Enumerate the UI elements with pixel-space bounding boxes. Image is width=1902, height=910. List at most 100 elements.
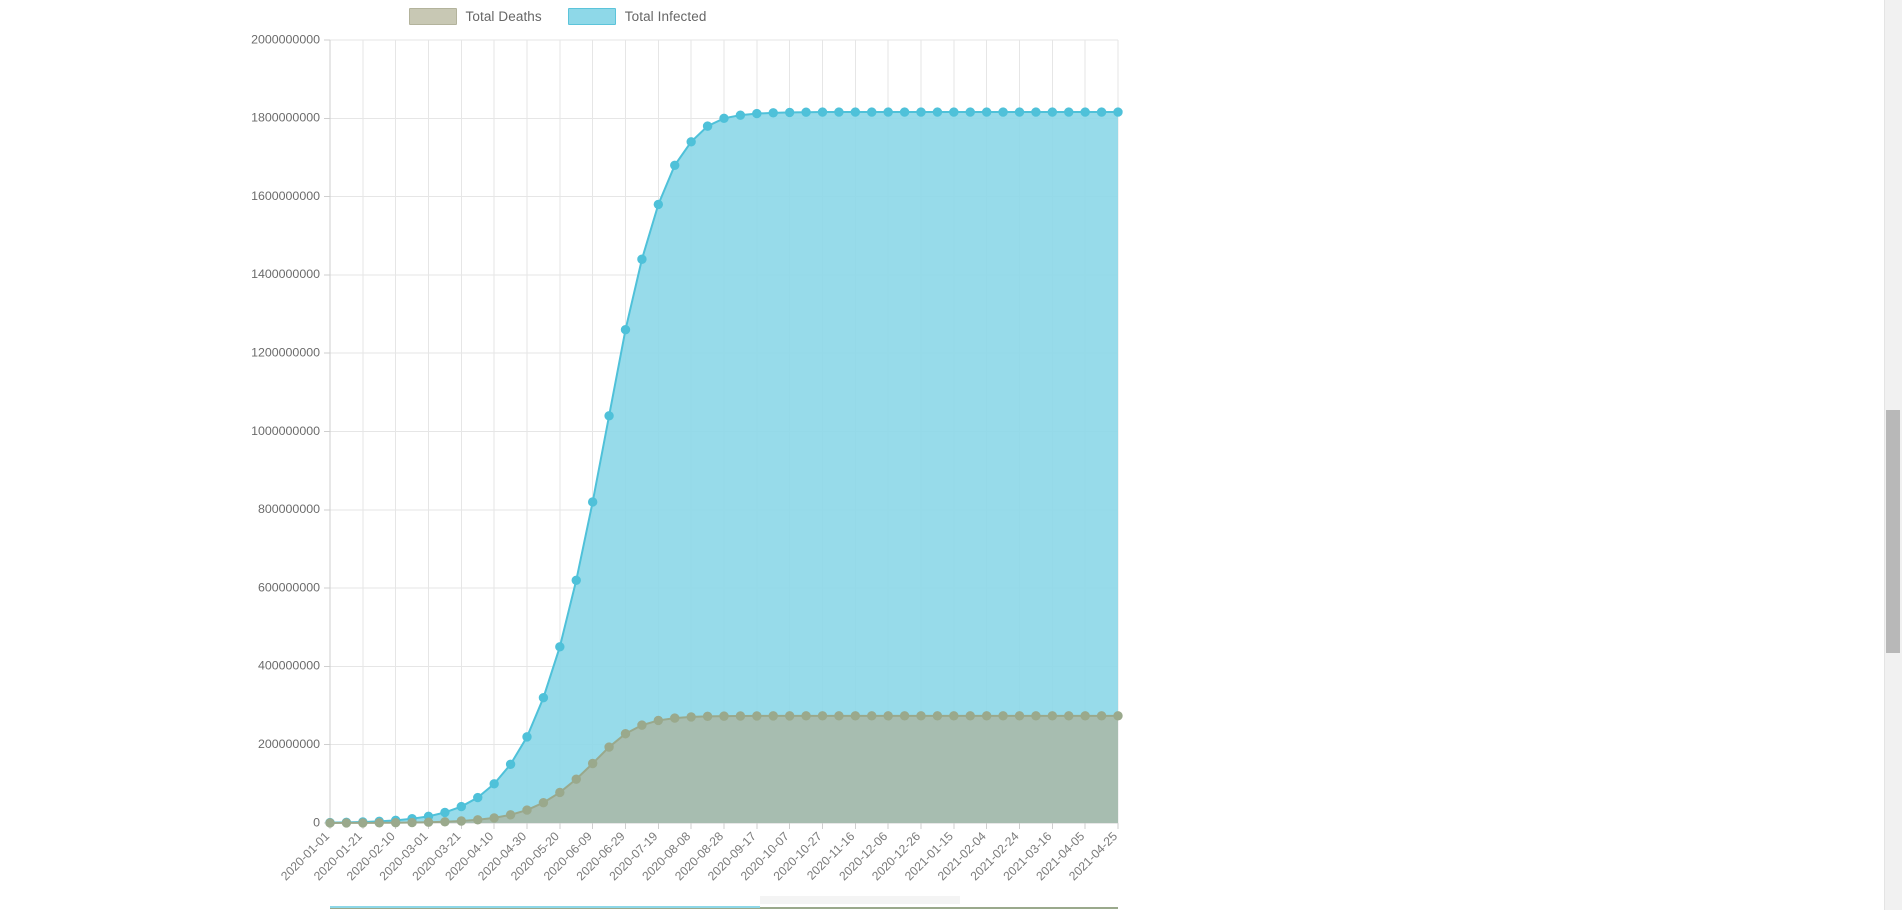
data-point-total-infected[interactable] <box>784 107 795 118</box>
area-chart-svg[interactable]: 2000000000180000000016000000001400000000… <box>0 0 1180 910</box>
data-point-total-infected[interactable] <box>571 575 581 585</box>
data-point-total-deaths[interactable] <box>489 813 499 823</box>
data-point-total-deaths[interactable] <box>998 711 1008 721</box>
data-point-total-infected[interactable] <box>817 107 828 117</box>
data-point-total-infected[interactable] <box>883 107 893 117</box>
data-point-total-infected[interactable] <box>768 108 778 118</box>
data-point-total-infected[interactable] <box>735 110 746 120</box>
data-point-total-deaths[interactable] <box>899 711 910 721</box>
data-point-total-infected[interactable] <box>867 107 877 117</box>
data-point-total-infected[interactable] <box>850 107 861 117</box>
data-point-total-deaths[interactable] <box>604 742 614 752</box>
data-point-total-infected[interactable] <box>916 107 926 117</box>
data-point-total-deaths[interactable] <box>456 816 467 826</box>
data-point-total-deaths[interactable] <box>801 711 811 721</box>
y-axis-tick-label: 200000000 <box>258 737 320 751</box>
data-point-total-deaths[interactable] <box>587 758 598 769</box>
data-point-total-infected[interactable] <box>653 199 664 210</box>
data-point-total-deaths[interactable] <box>1080 711 1090 721</box>
data-point-total-deaths[interactable] <box>670 713 680 723</box>
data-point-total-infected[interactable] <box>1113 107 1123 117</box>
data-point-total-infected[interactable] <box>1047 107 1058 117</box>
data-point-total-deaths[interactable] <box>571 774 581 784</box>
data-point-total-infected[interactable] <box>505 759 516 769</box>
data-point-total-deaths[interactable] <box>423 817 434 827</box>
data-point-total-infected[interactable] <box>899 107 910 117</box>
data-point-total-deaths[interactable] <box>949 711 959 721</box>
y-axis-tick-label: 1400000000 <box>251 267 320 281</box>
data-point-total-deaths[interactable] <box>686 712 696 722</box>
data-point-total-infected[interactable] <box>1096 107 1107 117</box>
data-point-total-deaths[interactable] <box>702 711 713 722</box>
data-point-total-deaths[interactable] <box>341 818 352 828</box>
data-point-total-infected[interactable] <box>440 807 450 818</box>
data-point-total-infected[interactable] <box>670 160 680 170</box>
data-point-total-deaths[interactable] <box>637 720 647 730</box>
data-point-total-deaths[interactable] <box>834 711 844 721</box>
data-point-total-deaths[interactable] <box>1113 711 1123 721</box>
data-point-total-infected[interactable] <box>587 497 598 507</box>
data-point-total-infected[interactable] <box>686 137 696 147</box>
data-point-total-infected[interactable] <box>834 107 844 117</box>
data-point-total-deaths[interactable] <box>735 711 746 721</box>
data-point-total-infected[interactable] <box>1080 107 1090 117</box>
data-point-total-deaths[interactable] <box>390 818 401 828</box>
data-point-total-deaths[interactable] <box>1014 711 1025 721</box>
data-point-total-infected[interactable] <box>1031 107 1041 117</box>
data-point-total-deaths[interactable] <box>981 711 992 721</box>
data-point-total-deaths[interactable] <box>883 711 893 721</box>
y-axis-tick-label: 1000000000 <box>251 424 320 438</box>
data-point-total-infected[interactable] <box>620 325 631 335</box>
data-point-total-deaths[interactable] <box>1031 711 1041 721</box>
data-point-total-infected[interactable] <box>456 801 467 812</box>
data-point-total-infected[interactable] <box>801 107 811 117</box>
data-point-total-infected[interactable] <box>1014 107 1025 117</box>
data-point-total-infected[interactable] <box>538 693 549 703</box>
data-point-total-deaths[interactable] <box>1096 711 1107 721</box>
data-point-total-infected[interactable] <box>752 108 762 119</box>
scrollbar-thumb[interactable] <box>1886 410 1900 653</box>
data-point-total-deaths[interactable] <box>1047 711 1058 721</box>
data-point-total-deaths[interactable] <box>932 711 943 721</box>
data-point-total-infected[interactable] <box>522 732 532 742</box>
data-point-total-deaths[interactable] <box>850 711 861 721</box>
data-point-total-deaths[interactable] <box>817 711 828 721</box>
vertical-scrollbar[interactable] <box>1884 0 1902 910</box>
data-point-total-infected[interactable] <box>637 254 647 264</box>
data-point-total-deaths[interactable] <box>505 810 516 820</box>
data-point-total-infected[interactable] <box>981 107 992 117</box>
data-point-total-deaths[interactable] <box>653 715 664 726</box>
next-chart-svg <box>330 896 1118 909</box>
data-point-total-infected[interactable] <box>932 107 943 117</box>
data-point-total-deaths[interactable] <box>538 797 549 808</box>
area-chart[interactable]: 2000000000 1800000000 1600000000 1400000000… <box>0 0 1180 910</box>
data-point-total-deaths[interactable] <box>620 729 631 739</box>
data-point-total-deaths[interactable] <box>752 711 762 721</box>
data-point-total-deaths[interactable] <box>374 818 384 828</box>
data-point-total-infected[interactable] <box>702 121 713 131</box>
data-point-total-infected[interactable] <box>719 113 729 124</box>
data-point-total-deaths[interactable] <box>1064 711 1074 721</box>
data-point-total-infected[interactable] <box>604 411 614 421</box>
data-point-total-deaths[interactable] <box>965 711 975 721</box>
data-point-total-infected[interactable] <box>555 642 565 652</box>
data-point-total-deaths[interactable] <box>867 711 877 721</box>
data-point-total-deaths[interactable] <box>719 711 729 721</box>
data-point-total-deaths[interactable] <box>784 711 795 721</box>
data-point-total-infected[interactable] <box>489 779 499 789</box>
data-point-total-deaths[interactable] <box>440 817 450 827</box>
data-point-total-infected[interactable] <box>965 107 975 117</box>
data-point-total-deaths[interactable] <box>768 711 778 721</box>
data-point-total-infected[interactable] <box>1064 107 1074 117</box>
data-point-total-infected[interactable] <box>949 107 959 117</box>
data-point-total-deaths[interactable] <box>555 787 565 798</box>
data-point-total-deaths[interactable] <box>522 805 532 815</box>
data-point-total-deaths[interactable] <box>407 817 417 828</box>
data-point-total-deaths[interactable] <box>358 818 368 828</box>
data-point-total-deaths[interactable] <box>473 815 483 825</box>
data-point-total-infected[interactable] <box>473 792 483 803</box>
data-point-total-infected[interactable] <box>998 107 1008 117</box>
data-point-total-deaths[interactable] <box>325 818 335 828</box>
data-point-total-deaths[interactable] <box>916 711 926 721</box>
